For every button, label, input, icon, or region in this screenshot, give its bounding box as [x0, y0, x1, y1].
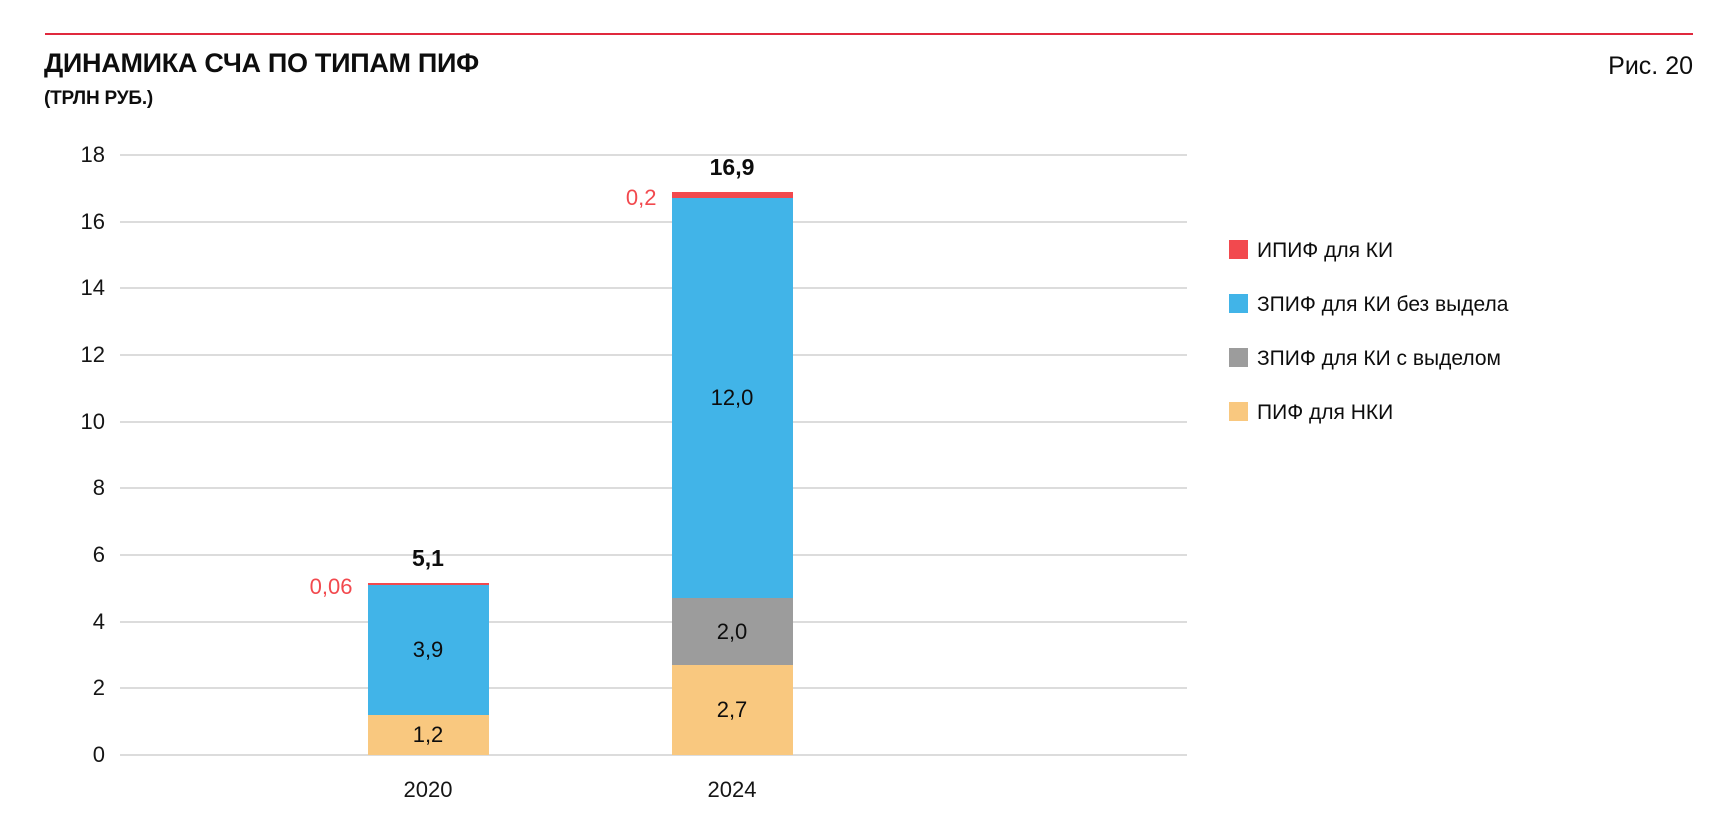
y-axis-tick-label: 6 — [92, 542, 105, 567]
y-axis-tick-label: 14 — [80, 275, 105, 301]
gridline — [120, 754, 1187, 756]
segment-value-label: 3,9 — [412, 637, 444, 662]
bar-segment-2024 — [671, 198, 793, 599]
bar-total-label: 16,9 — [709, 153, 755, 180]
segment-value-label: 2,0 — [716, 618, 748, 644]
bar-segment-2020 — [367, 583, 489, 585]
bar-segment-2024 — [671, 665, 793, 755]
y-axis-tick-label: 10 — [80, 408, 105, 434]
legend-swatch-icon — [1229, 240, 1248, 259]
gridline — [120, 154, 1187, 156]
x-axis-category-label: 2024 — [707, 777, 757, 802]
page-top-rule — [45, 33, 1693, 35]
bar-segment-2024 — [671, 191, 793, 199]
gridline — [120, 420, 1187, 423]
gridline — [120, 287, 1187, 290]
gridline — [120, 554, 1187, 556]
chart-title: ДИНАМИКА СЧА ПО ТИПАМ ПИФ — [44, 48, 479, 78]
segment-value-label-outside: 0,06 — [309, 574, 353, 599]
segment-value-label: 12,0 — [710, 385, 754, 411]
legend-swatch-icon — [1229, 402, 1248, 421]
y-axis-tick-label: 0 — [92, 742, 105, 767]
segment-value-label: 1,2 — [412, 722, 444, 747]
segment-value-label-outside: 0,2 — [625, 185, 657, 210]
y-axis-tick-label: 4 — [92, 608, 105, 634]
legend-item-label: ПИФ для НКИ — [1257, 401, 1394, 424]
chart-subtitle-units: (ТРЛН РУБ.) — [44, 88, 154, 109]
y-axis-tick-label: 16 — [80, 208, 105, 234]
legend-swatch-icon — [1229, 294, 1248, 313]
y-axis-tick-label: 12 — [80, 342, 105, 367]
legend-item-label: ЗПИФ для КИ с выделом — [1257, 347, 1501, 370]
bar-segment-2024 — [671, 598, 793, 665]
bar-segment-2020 — [367, 585, 489, 715]
bar-total-label: 5,1 — [412, 545, 444, 571]
bar-segment-2020 — [367, 715, 489, 755]
gridline — [120, 487, 1187, 490]
figure-number-label: Рис. 20 — [1608, 52, 1693, 80]
y-axis-tick-label: 8 — [92, 475, 105, 501]
x-axis-category-label: 2020 — [403, 777, 453, 802]
gridline — [120, 620, 1187, 623]
segment-value-label: 2,7 — [716, 697, 748, 722]
legend-item-label: ИПИФ для КИ — [1257, 239, 1394, 262]
y-axis-tick-label: 2 — [92, 675, 105, 701]
gridline — [120, 220, 1187, 223]
y-axis-tick-label: 18 — [80, 142, 105, 167]
legend-swatch-icon — [1229, 348, 1248, 367]
legend-item-label: ЗПИФ для КИ без выдела — [1257, 293, 1509, 316]
gridline — [120, 354, 1187, 356]
gridline — [120, 687, 1187, 690]
